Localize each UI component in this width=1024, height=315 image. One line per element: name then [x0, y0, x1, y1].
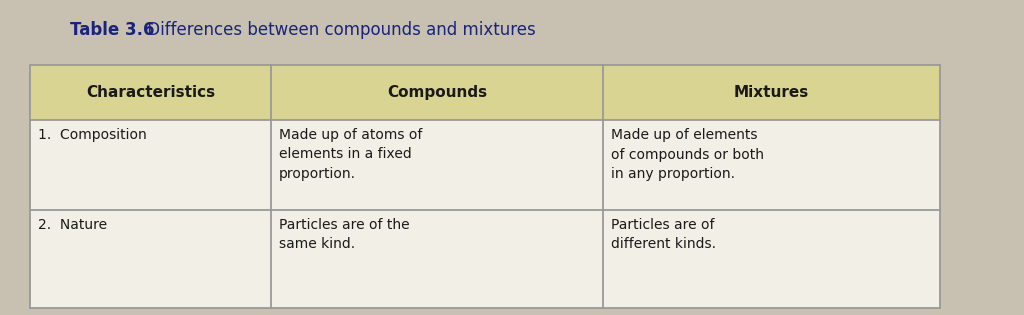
Bar — [30, 65, 271, 120]
Text: Made up of elements
of compounds or both
in any proportion.: Made up of elements of compounds or both… — [611, 128, 764, 181]
Text: Particles are of the
same kind.: Particles are of the same kind. — [280, 218, 410, 251]
Bar — [30, 65, 940, 308]
Text: 2.  Nature: 2. Nature — [38, 218, 108, 232]
Text: Table 3.6: Table 3.6 — [70, 21, 155, 39]
Bar — [271, 65, 603, 120]
Text: Made up of atoms of
elements in a fixed
proportion.: Made up of atoms of elements in a fixed … — [280, 128, 423, 181]
Text: Compounds: Compounds — [387, 85, 487, 100]
Text: Mixtures: Mixtures — [734, 85, 809, 100]
Text: Particles are of
different kinds.: Particles are of different kinds. — [611, 218, 717, 251]
Bar — [603, 65, 940, 120]
Bar — [30, 65, 940, 308]
Text: Characteristics: Characteristics — [86, 85, 215, 100]
Text: 1.  Composition: 1. Composition — [38, 128, 146, 142]
Text: Differences between compounds and mixtures: Differences between compounds and mixtur… — [142, 21, 536, 39]
